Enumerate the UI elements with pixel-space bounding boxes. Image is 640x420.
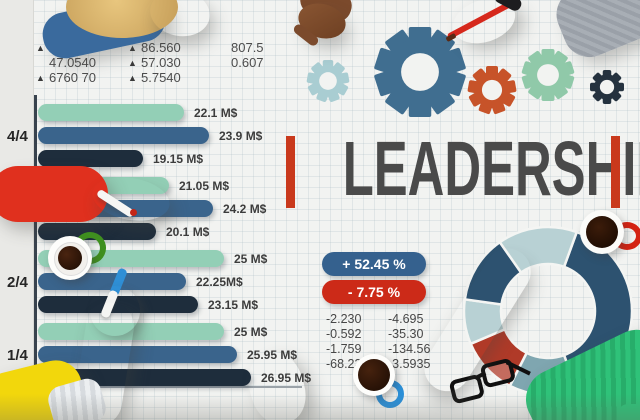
ticker-number: 57.030 <box>141 55 181 70</box>
bar-3-4-navy <box>38 223 156 240</box>
up-triangle-icon: ▲ <box>128 43 137 53</box>
quarter-label-1-4: 1/4 <box>7 347 28 364</box>
table-edge-shadow <box>0 394 640 420</box>
ticker-number: 0.607 <box>231 55 264 70</box>
gear-pale-icon <box>306 60 350 102</box>
bar-chart-x-axis <box>34 386 302 388</box>
title-accent-left <box>286 136 295 208</box>
delta-number: -0.592 <box>326 327 362 341</box>
ticker-value: ▲ 6760 70 <box>36 70 96 85</box>
finger <box>285 340 298 371</box>
up-triangle-icon: ▲ <box>128 58 137 68</box>
up-triangle-icon: ▲ <box>128 73 137 83</box>
bar-1-4-blue <box>38 346 237 363</box>
bar-value-label: 24.2 M$ <box>223 202 267 216</box>
ticker-value: 47.0540 <box>36 55 96 70</box>
quarter-label-2-4: 2/4 <box>7 274 28 291</box>
ticker-number: 47.0540 <box>49 55 96 70</box>
ticker-number: 86.560 <box>141 40 181 55</box>
up-triangle-icon: ▲ <box>36 73 45 83</box>
bar-value-label: 25 M$ <box>234 325 268 339</box>
bar-1-4-teal <box>38 323 224 340</box>
gear-orange-icon <box>467 66 517 115</box>
ticker-value: 807.5 <box>218 40 264 55</box>
delta-number: -68.23 <box>326 357 362 371</box>
bar-value-label: 25.95 M$ <box>247 348 298 362</box>
page-title: LEADERSHIP <box>342 126 640 212</box>
red-sleeve-arm <box>0 166 108 222</box>
green-fingertips-corner <box>618 404 640 420</box>
bar-value-label: 25 M$ <box>234 252 268 266</box>
bar-value-label: 20.1 M$ <box>166 225 210 239</box>
bar-value-label: 23.9 M$ <box>219 129 263 143</box>
negative-percent-badge: - 7.75 % <box>322 280 426 304</box>
ticker-value: ▲ 57.030 <box>128 55 181 70</box>
delta-number: -4.695 <box>388 312 424 326</box>
delta-number: -35.30 <box>388 327 424 341</box>
ticker-number: 807.5 <box>231 40 264 55</box>
coffee <box>358 359 390 391</box>
gear-icons <box>306 27 624 117</box>
ticker-number: 5.7540 <box>141 70 181 85</box>
ticker-value: 0.607 <box>218 55 264 70</box>
donut-segment-top <box>498 225 579 275</box>
title-accent-right <box>611 136 620 208</box>
coffee <box>58 246 82 270</box>
bar-value-label: 22.1 M$ <box>194 106 238 120</box>
delta-number: -1.759 <box>326 342 362 356</box>
delta-number: -134.56 <box>388 342 431 356</box>
bar-value-label: 22.25M$ <box>196 275 243 289</box>
delta-number: -2.230 <box>326 312 362 326</box>
bar-chart-y-axis <box>34 95 37 388</box>
gear-steelblue-icon <box>374 27 466 117</box>
delta-number: -3.5935 <box>388 357 431 371</box>
bar-2-4-navy <box>38 296 198 313</box>
gear-green-icon <box>521 49 575 101</box>
bar-value-label: 23.15 M$ <box>208 298 259 312</box>
ticker-number: 6760 70 <box>49 70 96 85</box>
bar-4-4-navy <box>38 150 143 167</box>
bar-4-4-teal <box>38 104 184 121</box>
bar-4-4-blue <box>38 127 209 144</box>
quarter-label-4-4: 4/4 <box>7 128 28 145</box>
positive-percent-badge: + 52.45 % <box>322 252 426 276</box>
gear-navy-icon <box>590 70 624 104</box>
ticker-value: ▲ 86.560 <box>128 40 181 55</box>
coffee <box>586 216 618 248</box>
marker-tip <box>130 209 137 216</box>
up-triangle-icon: ▲ <box>36 43 45 53</box>
bar-value-label: 19.15 M$ <box>153 152 204 166</box>
ticker-value: ▲ 5.7540 <box>128 70 181 85</box>
bar-value-label: 26.95 M$ <box>261 371 312 385</box>
bar-value-label: 21.05 M$ <box>179 179 230 193</box>
